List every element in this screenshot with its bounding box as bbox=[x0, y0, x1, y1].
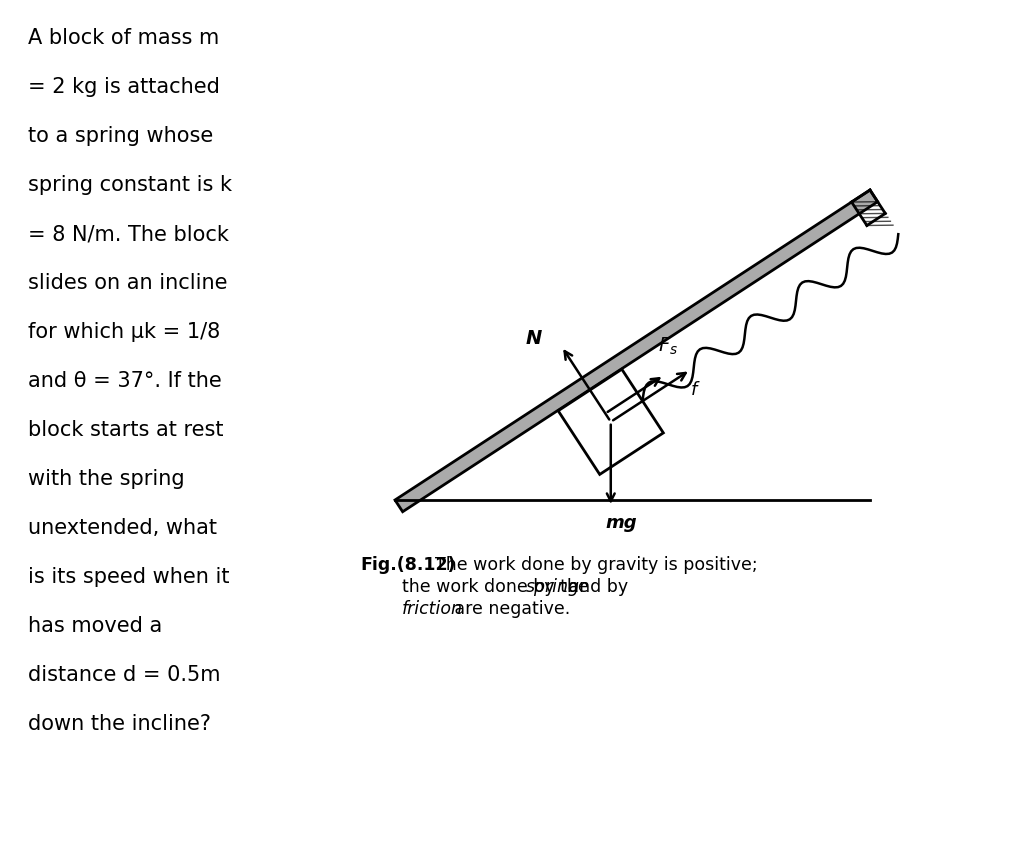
Text: with the spring: with the spring bbox=[28, 469, 184, 489]
Text: down the incline?: down the incline? bbox=[28, 714, 211, 734]
Text: slides on an incline: slides on an incline bbox=[28, 273, 227, 293]
Text: mg: mg bbox=[605, 514, 637, 532]
Text: distance d = 0.5m: distance d = 0.5m bbox=[28, 665, 220, 685]
Text: f: f bbox=[691, 381, 697, 399]
Text: unextended, what: unextended, what bbox=[28, 518, 217, 538]
Text: friction: friction bbox=[402, 600, 463, 618]
Text: A block of mass m: A block of mass m bbox=[28, 28, 219, 48]
Text: and θ = 37°. If the: and θ = 37°. If the bbox=[28, 371, 222, 391]
Text: block starts at rest: block starts at rest bbox=[28, 420, 223, 440]
Text: is its speed when it: is its speed when it bbox=[28, 567, 229, 587]
Text: = 2 kg is attached: = 2 kg is attached bbox=[28, 77, 220, 97]
Text: the work done by the: the work done by the bbox=[402, 578, 594, 596]
Text: = 8 N/m. The block: = 8 N/m. The block bbox=[28, 224, 229, 244]
Text: and by: and by bbox=[563, 578, 628, 596]
Text: N: N bbox=[525, 329, 542, 348]
Text: Fig.(8.12): Fig.(8.12) bbox=[360, 556, 456, 574]
Text: spring constant is k: spring constant is k bbox=[28, 175, 232, 195]
Text: The work done by gravity is positive;: The work done by gravity is positive; bbox=[435, 556, 758, 574]
Text: for which μk = 1/8: for which μk = 1/8 bbox=[28, 322, 220, 342]
Text: $F_s$: $F_s$ bbox=[658, 336, 678, 357]
Polygon shape bbox=[395, 190, 878, 512]
Text: has moved a: has moved a bbox=[28, 616, 162, 636]
Text: to a spring whose: to a spring whose bbox=[28, 126, 213, 146]
Text: spring: spring bbox=[526, 578, 580, 596]
Text: are negative.: are negative. bbox=[449, 600, 570, 618]
Polygon shape bbox=[558, 370, 664, 474]
